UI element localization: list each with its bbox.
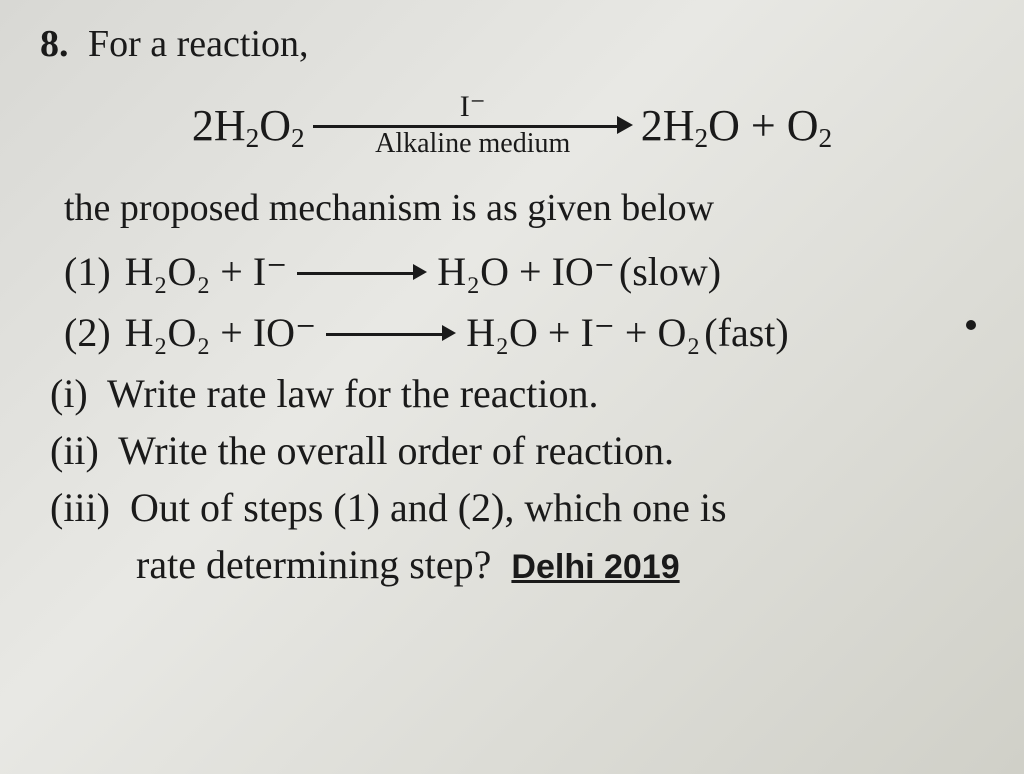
subquestion-i: (i) Write rate law for the reaction. [50, 370, 984, 417]
question-number: 8. [40, 23, 69, 65]
arrow-bottom-label: Alkaline medium [375, 130, 570, 158]
reaction-rhs: 2H2O + O2 [641, 100, 832, 151]
mech-note: (fast) [704, 309, 788, 356]
question-prompt: For a reaction, [88, 23, 309, 65]
mech-lhs: H₂O₂ + I⁻ [125, 248, 288, 295]
mechanism-lead: the proposed mechanism is as given below [64, 186, 984, 230]
roman-label: (iii) [50, 485, 110, 530]
arrow-icon [297, 262, 427, 282]
overall-reaction: 2H2O2 I⁻ Alkaline medium 2H2O + O2 [40, 92, 984, 158]
source-tag: Delhi 2019 [511, 548, 679, 586]
reaction-arrow: I⁻ Alkaline medium [313, 92, 633, 158]
arrow-icon [313, 116, 633, 134]
mech-rhs: H₂O + IO⁻ [437, 248, 615, 295]
mech-lhs: H₂O₂ + IO⁻ [125, 309, 317, 356]
subq-text-line2: rate determining step? [136, 542, 491, 587]
subquestion-ii: (ii) Write the overall order of reaction… [50, 427, 984, 474]
mechanism-step-1: (1) H₂O₂ + I⁻ H₂O + IO⁻ (slow) [64, 248, 984, 295]
mech-note: (slow) [619, 248, 721, 295]
ink-dot-icon [966, 320, 976, 330]
mech-label: (1) [64, 248, 111, 295]
arrow-icon [326, 323, 456, 343]
subq-text: Write rate law for the reaction. [107, 371, 598, 416]
roman-label: (i) [50, 371, 88, 416]
question-page: 8. For a reaction, 2H2O2 I⁻ Alkaline med… [0, 0, 1024, 588]
subquestion-iii-cont: rate determining step? Delhi 2019 [136, 541, 984, 588]
subq-text-line1: Out of steps (1) and (2), which one is [130, 485, 727, 530]
roman-label: (ii) [50, 428, 99, 473]
mechanism-step-2: (2) H₂O₂ + IO⁻ H₂O + I⁻ + O₂ (fast) [64, 309, 984, 356]
mech-rhs: H₂O + I⁻ + O₂ [466, 309, 700, 356]
mech-label: (2) [64, 309, 111, 356]
subq-text: Write the overall order of reaction. [118, 428, 674, 473]
subquestion-iii: (iii) Out of steps (1) and (2), which on… [50, 484, 984, 531]
reaction-lhs: 2H2O2 [192, 100, 305, 151]
question-header: 8. For a reaction, [40, 22, 984, 66]
